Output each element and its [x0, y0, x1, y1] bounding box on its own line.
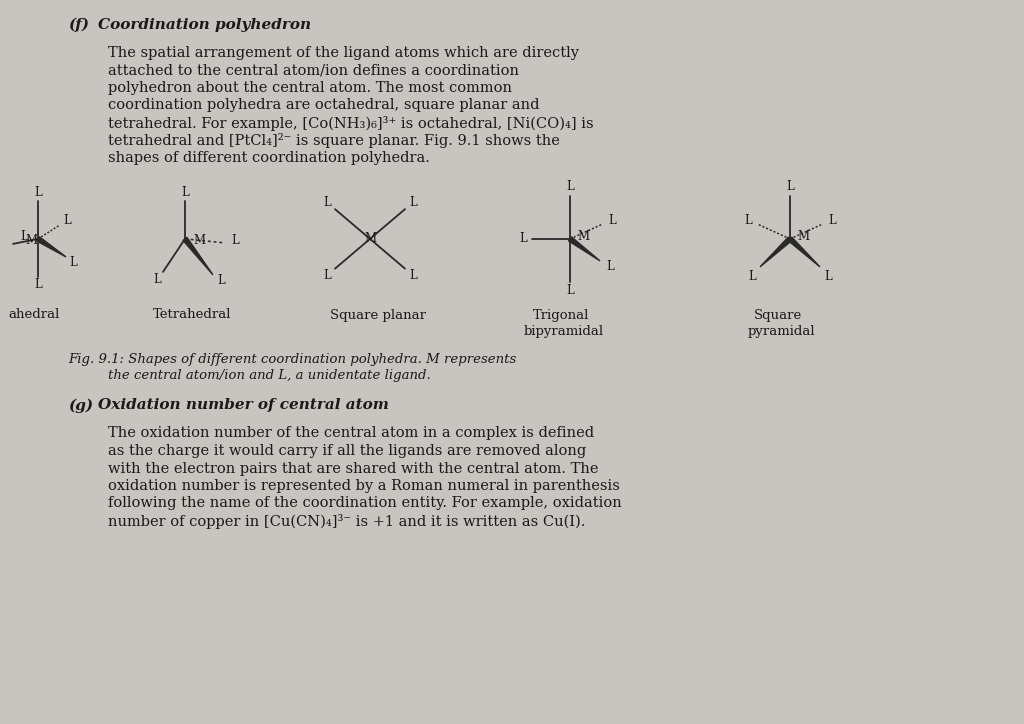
Text: L: L — [34, 279, 42, 291]
Text: L: L — [20, 230, 28, 243]
Text: Square: Square — [754, 308, 802, 321]
Polygon shape — [760, 237, 792, 267]
Text: L: L — [608, 214, 615, 227]
Text: L: L — [828, 214, 836, 227]
Text: tetrahedral. For example, [Co(NH₃)₆]³⁺ is octahedral, [Ni(CO)₄] is: tetrahedral. For example, [Co(NH₃)₆]³⁺ i… — [108, 116, 594, 131]
Text: M: M — [26, 235, 38, 248]
Text: M: M — [193, 235, 205, 248]
Text: L: L — [181, 186, 188, 199]
Text: polyhedron about the central atom. The most common: polyhedron about the central atom. The m… — [108, 81, 512, 95]
Text: Tetrahedral: Tetrahedral — [153, 308, 231, 321]
Text: (f): (f) — [68, 18, 89, 33]
Text: oxidation number is represented by a Roman numeral in parenthesis: oxidation number is represented by a Rom… — [108, 479, 620, 493]
Text: (g): (g) — [68, 398, 93, 413]
Text: L: L — [70, 256, 77, 269]
Text: pyramidal: pyramidal — [748, 324, 816, 337]
Text: L: L — [566, 180, 573, 193]
Text: Coordination polyhedron: Coordination polyhedron — [98, 18, 311, 32]
Text: coordination polyhedra are octahedral, square planar and: coordination polyhedra are octahedral, s… — [108, 98, 540, 112]
Text: The spatial arrangement of the ligand atoms which are directly: The spatial arrangement of the ligand at… — [108, 46, 579, 60]
Text: number of copper in [Cu(CN)₄]³⁻ is +1 and it is written as Cu(I).: number of copper in [Cu(CN)₄]³⁻ is +1 an… — [108, 514, 586, 529]
Text: L: L — [566, 285, 573, 298]
Text: L: L — [231, 235, 239, 248]
Text: tetrahedral and [PtCl₄]²⁻ is square planar. Fig. 9.1 shows the: tetrahedral and [PtCl₄]²⁻ is square plan… — [108, 133, 560, 148]
Text: L: L — [34, 186, 42, 199]
Text: L: L — [410, 269, 417, 282]
Text: L: L — [749, 270, 756, 283]
Text: the central atom/ion and L, a unidentate ligand.: the central atom/ion and L, a unidentate… — [108, 369, 431, 382]
Text: with the electron pairs that are shared with the central atom. The: with the electron pairs that are shared … — [108, 461, 598, 476]
Text: M: M — [364, 232, 376, 245]
Polygon shape — [568, 237, 600, 261]
Text: bipyramidal: bipyramidal — [524, 324, 604, 337]
Text: Square planar: Square planar — [330, 308, 426, 321]
Text: Trigonal: Trigonal — [534, 308, 590, 321]
Text: following the name of the coordination entity. For example, oxidation: following the name of the coordination e… — [108, 497, 622, 510]
Text: Oxidation number of central atom: Oxidation number of central atom — [98, 398, 389, 413]
Text: L: L — [519, 232, 527, 245]
Text: M: M — [577, 230, 589, 243]
Text: shapes of different coordination polyhedra.: shapes of different coordination polyhed… — [108, 151, 430, 165]
Text: L: L — [217, 274, 225, 287]
Text: L: L — [324, 195, 331, 209]
Text: L: L — [606, 261, 613, 274]
Text: Fig. 9.1: Shapes of different coordination polyhedra. M represents: Fig. 9.1: Shapes of different coordinati… — [68, 353, 516, 366]
Polygon shape — [788, 237, 820, 267]
Text: L: L — [410, 195, 417, 209]
Text: L: L — [824, 270, 831, 283]
Text: ahedral: ahedral — [8, 308, 59, 321]
Text: L: L — [63, 214, 71, 227]
Text: M: M — [797, 230, 809, 243]
Text: L: L — [786, 180, 794, 193]
Text: attached to the central atom/ion defines a coordination: attached to the central atom/ion defines… — [108, 64, 519, 77]
Polygon shape — [183, 237, 213, 275]
Text: L: L — [744, 214, 752, 227]
Text: The oxidation number of the central atom in a complex is defined: The oxidation number of the central atom… — [108, 426, 594, 440]
Text: L: L — [324, 269, 331, 282]
Text: L: L — [154, 274, 161, 287]
Polygon shape — [37, 237, 66, 257]
Text: as the charge it would carry if all the ligands are removed along: as the charge it would carry if all the … — [108, 444, 587, 458]
